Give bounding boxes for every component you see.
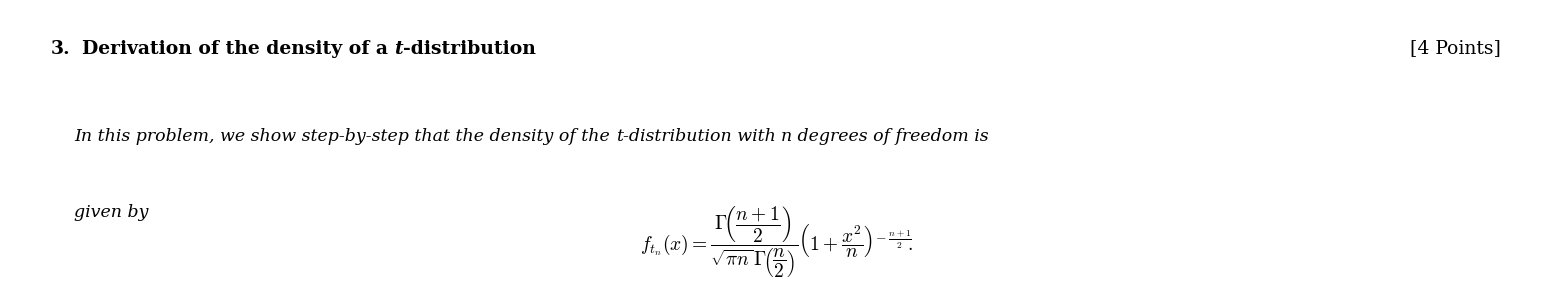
Text: $f_{t_n}(x) = \dfrac{\Gamma\!\left(\dfrac{n+1}{2}\right)}{\sqrt{\pi n}\,\Gamma\!: $f_{t_n}(x) = \dfrac{\Gamma\!\left(\dfra…	[639, 205, 913, 280]
Text: Derivation of the density of a: Derivation of the density of a	[82, 40, 394, 57]
Text: n: n	[781, 128, 793, 145]
Text: given by: given by	[74, 204, 149, 221]
Text: degrees of freedom is: degrees of freedom is	[793, 128, 989, 145]
Text: 3.: 3.	[51, 40, 71, 57]
Text: -distribution: -distribution	[402, 40, 535, 57]
Text: t: t	[394, 40, 402, 57]
Text: In this problem, we show step-by-step that the density of the: In this problem, we show step-by-step th…	[74, 128, 616, 145]
Text: -distribution with: -distribution with	[622, 128, 781, 145]
Text: t: t	[616, 128, 622, 145]
Text: [4 Points]: [4 Points]	[1409, 40, 1501, 57]
